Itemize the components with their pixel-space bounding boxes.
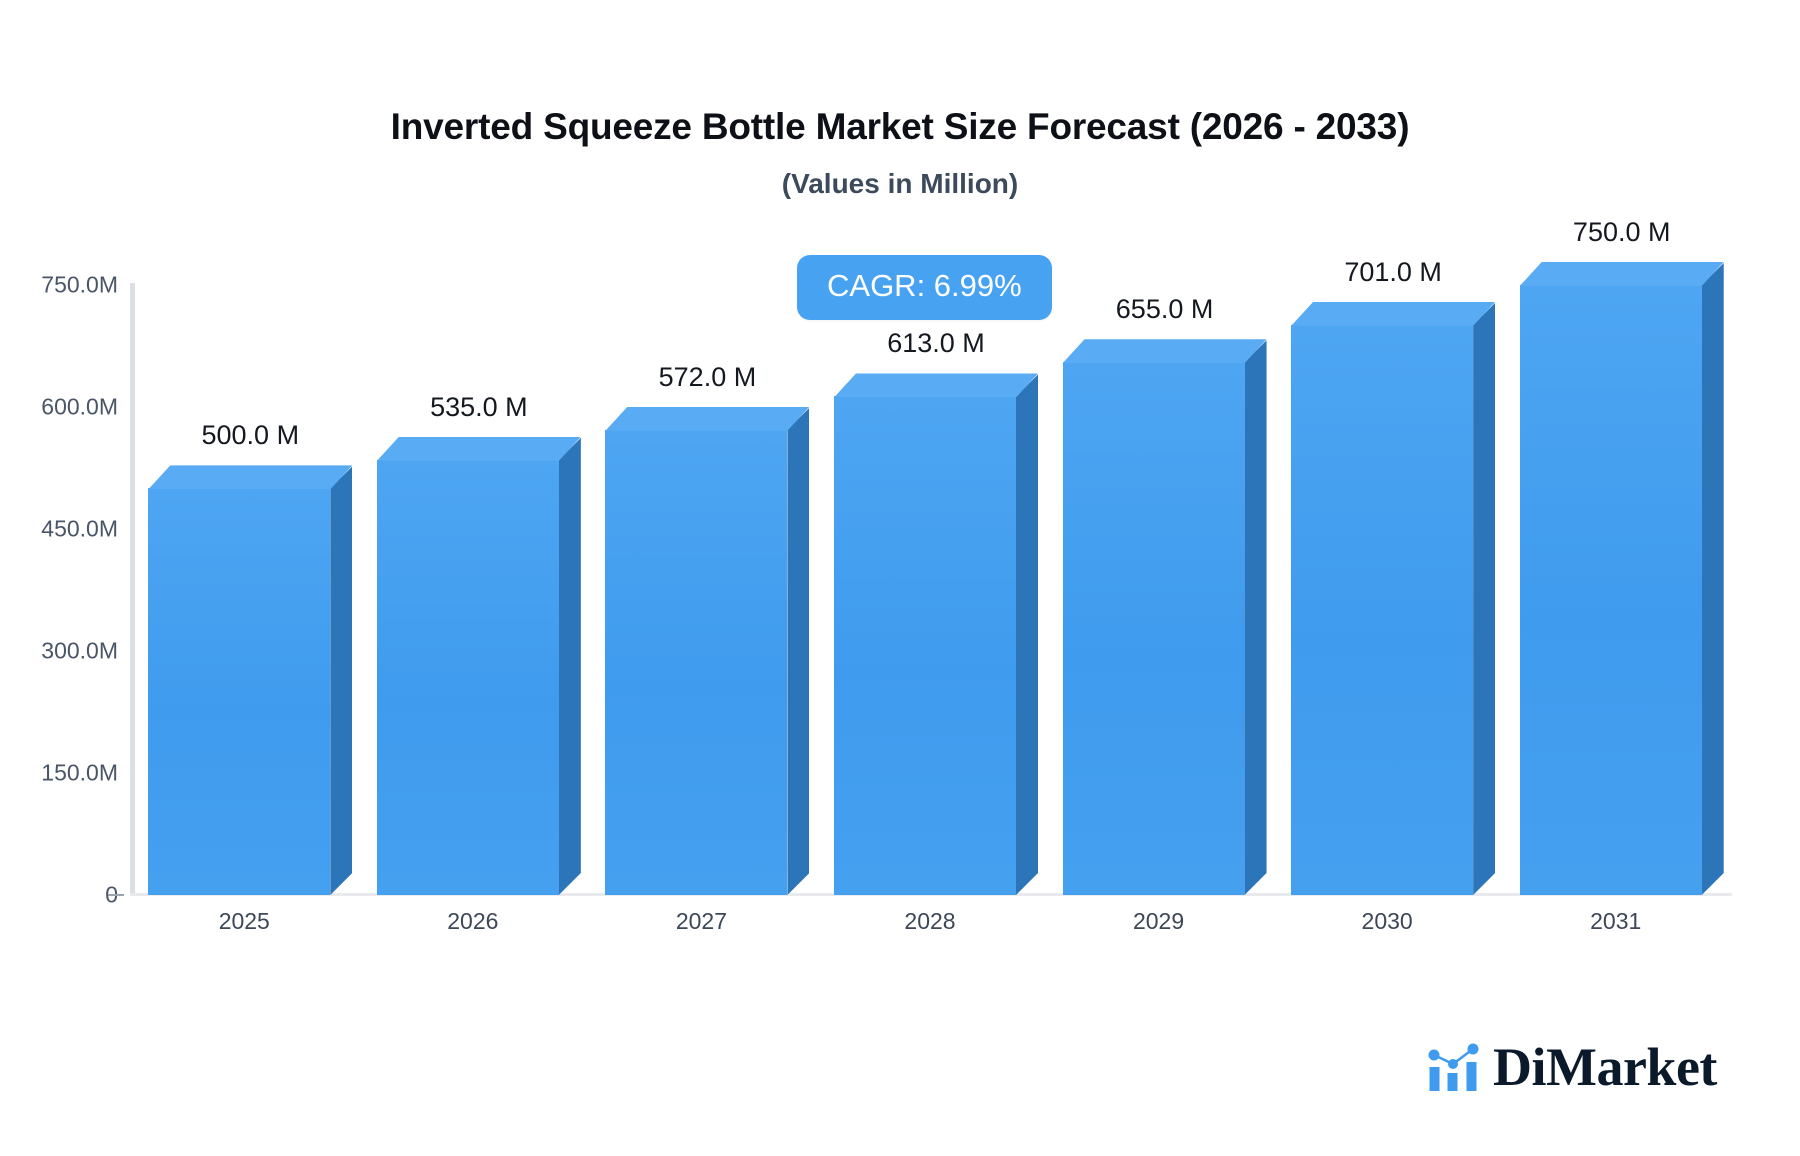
bar-value-label: 613.0 M: [887, 328, 985, 359]
bar[interactable]: [376, 437, 581, 895]
bar-value-label: 500.0 M: [201, 420, 300, 451]
bar-side-face: [330, 466, 352, 895]
bar-side-face: [1473, 303, 1495, 895]
bar-value-label: 701.0 M: [1344, 256, 1442, 287]
bar[interactable]: [148, 466, 352, 895]
bar-side-face: [787, 408, 809, 895]
bar-side-face: [1245, 340, 1267, 895]
brand-logo: DiMarket: [1428, 1040, 1717, 1094]
plot-area: [130, 285, 1730, 895]
chart-subtitle: (Values in Million): [781, 168, 1019, 199]
y-axis-tick-label: 450.0M: [41, 515, 118, 542]
bar-side-face: [1702, 263, 1724, 895]
cagr-badge: CAGR: 6.99%: [797, 255, 1052, 320]
bar-chart-icon: [1428, 1043, 1479, 1091]
bar-side-face: [559, 438, 581, 895]
bar-side-face: [1016, 374, 1038, 895]
bar-front-face: [376, 459, 559, 895]
y-axis-tick-labels: 0 150.0M 300.0M 450.0M 600.0M 750.0M: [0, 0, 124, 1156]
bar-value-label: 750.0 M: [1572, 217, 1671, 247]
bar-front-face: [148, 488, 331, 895]
bar[interactable]: [1519, 262, 1724, 895]
y-axis-tick-label: 150.0M: [41, 759, 118, 786]
bar[interactable]: [1062, 339, 1267, 895]
y-axis-tick-label: 300.0M: [41, 637, 118, 664]
x-axis-tick-label: 2031: [1590, 908, 1642, 934]
bar-top-face: [1291, 302, 1495, 326]
chart-title: Inverted Squeeze Bottle Market Size Fore…: [390, 106, 1410, 147]
bar-value-label: 572.0 M: [658, 361, 757, 392]
bar[interactable]: [1291, 303, 1495, 895]
y-axis-line: [130, 283, 135, 895]
x-axis-tick-label: 2030: [1361, 908, 1413, 934]
x-axis-tick-label: 2028: [904, 908, 956, 934]
bar-top-face: [377, 437, 581, 461]
bar[interactable]: [834, 374, 1038, 895]
x-axis-tick-label: 2029: [1132, 908, 1185, 934]
bar[interactable]: [605, 408, 809, 895]
y-axis-tick-label: 600.0M: [41, 393, 118, 420]
bar-top-face: [605, 407, 809, 431]
bar-value-label: 535.0 M: [430, 391, 528, 422]
bar-front-face: [1519, 285, 1702, 895]
bar-top-face: [1063, 339, 1267, 363]
x-axis-tick-label: 2027: [675, 908, 727, 934]
bar-front-face: [605, 429, 788, 895]
bar-top-face: [834, 373, 1038, 397]
y-axis-tick-label: 750.0M: [41, 271, 118, 298]
bar-front-face: [1062, 362, 1245, 895]
bar-value-label: 655.0 M: [1115, 294, 1214, 325]
bar-front-face: [834, 396, 1016, 895]
bar-top-face: [1520, 262, 1724, 286]
bar-top-face: [148, 465, 352, 489]
x-axis-tick-label: 2025: [218, 908, 270, 934]
bar-front-face: [1291, 324, 1474, 895]
y-axis-zero-tick-mark: [108, 894, 124, 896]
brand-name: DiMarket: [1493, 1037, 1717, 1097]
x-axis-tick-label: 2026: [447, 908, 499, 934]
